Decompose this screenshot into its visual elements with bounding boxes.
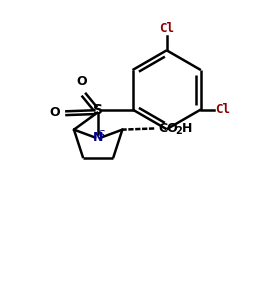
Text: Cl: Cl xyxy=(159,22,174,35)
Text: CO: CO xyxy=(158,122,178,135)
Text: 2: 2 xyxy=(175,126,182,136)
Text: N: N xyxy=(93,131,103,144)
Text: Cl: Cl xyxy=(216,103,231,116)
Text: S: S xyxy=(98,130,106,140)
Text: O: O xyxy=(76,75,87,88)
Text: H: H xyxy=(182,122,192,135)
Text: S: S xyxy=(93,103,103,116)
Text: O: O xyxy=(49,105,60,118)
